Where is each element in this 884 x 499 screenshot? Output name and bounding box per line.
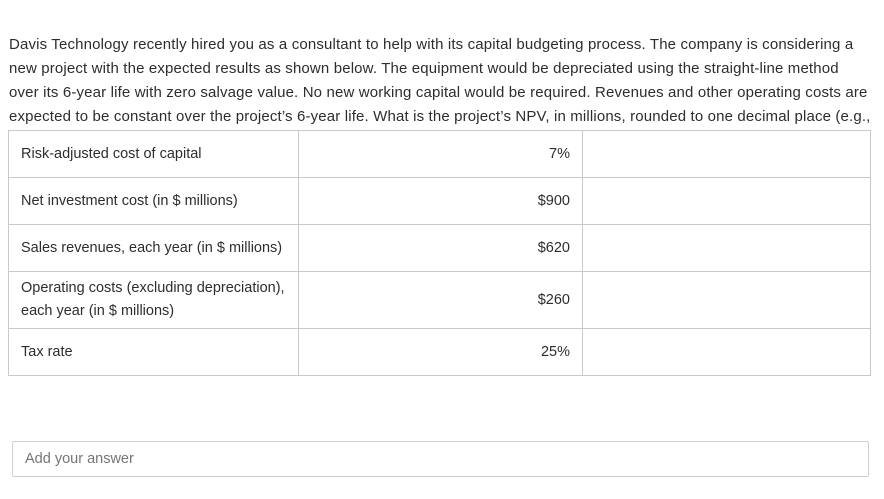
row-label: Tax rate [8,328,299,376]
answer-input[interactable] [12,441,869,477]
row-label: Operating costs (excluding depreciation)… [8,271,299,329]
table-row: Tax rate 25% [8,328,871,376]
row-label: Sales revenues, each year (in $ millions… [8,224,299,272]
row-label: Risk-adjusted cost of capital [8,130,299,178]
row-extra [582,224,871,272]
row-extra [582,130,871,178]
table-row: Operating costs (excluding depreciation)… [8,271,871,329]
answer-field-wrapper [12,441,869,477]
table-row: Net investment cost (in $ millions) $900 [8,177,871,225]
row-extra [582,271,871,329]
table-row: Sales revenues, each year (in $ millions… [8,224,871,272]
question-prompt: Davis Technology recently hired you as a… [9,36,871,149]
row-value: $900 [298,177,583,225]
row-value: $260 [298,271,583,329]
row-label: Net investment cost (in $ millions) [8,177,299,225]
assumptions-table: Risk-adjusted cost of capital 7% Net inv… [8,130,871,376]
table-row: Risk-adjusted cost of capital 7% [8,130,871,178]
row-extra [582,177,871,225]
row-value: 7% [298,130,583,178]
row-value: 25% [298,328,583,376]
row-extra [582,328,871,376]
row-value: $620 [298,224,583,272]
